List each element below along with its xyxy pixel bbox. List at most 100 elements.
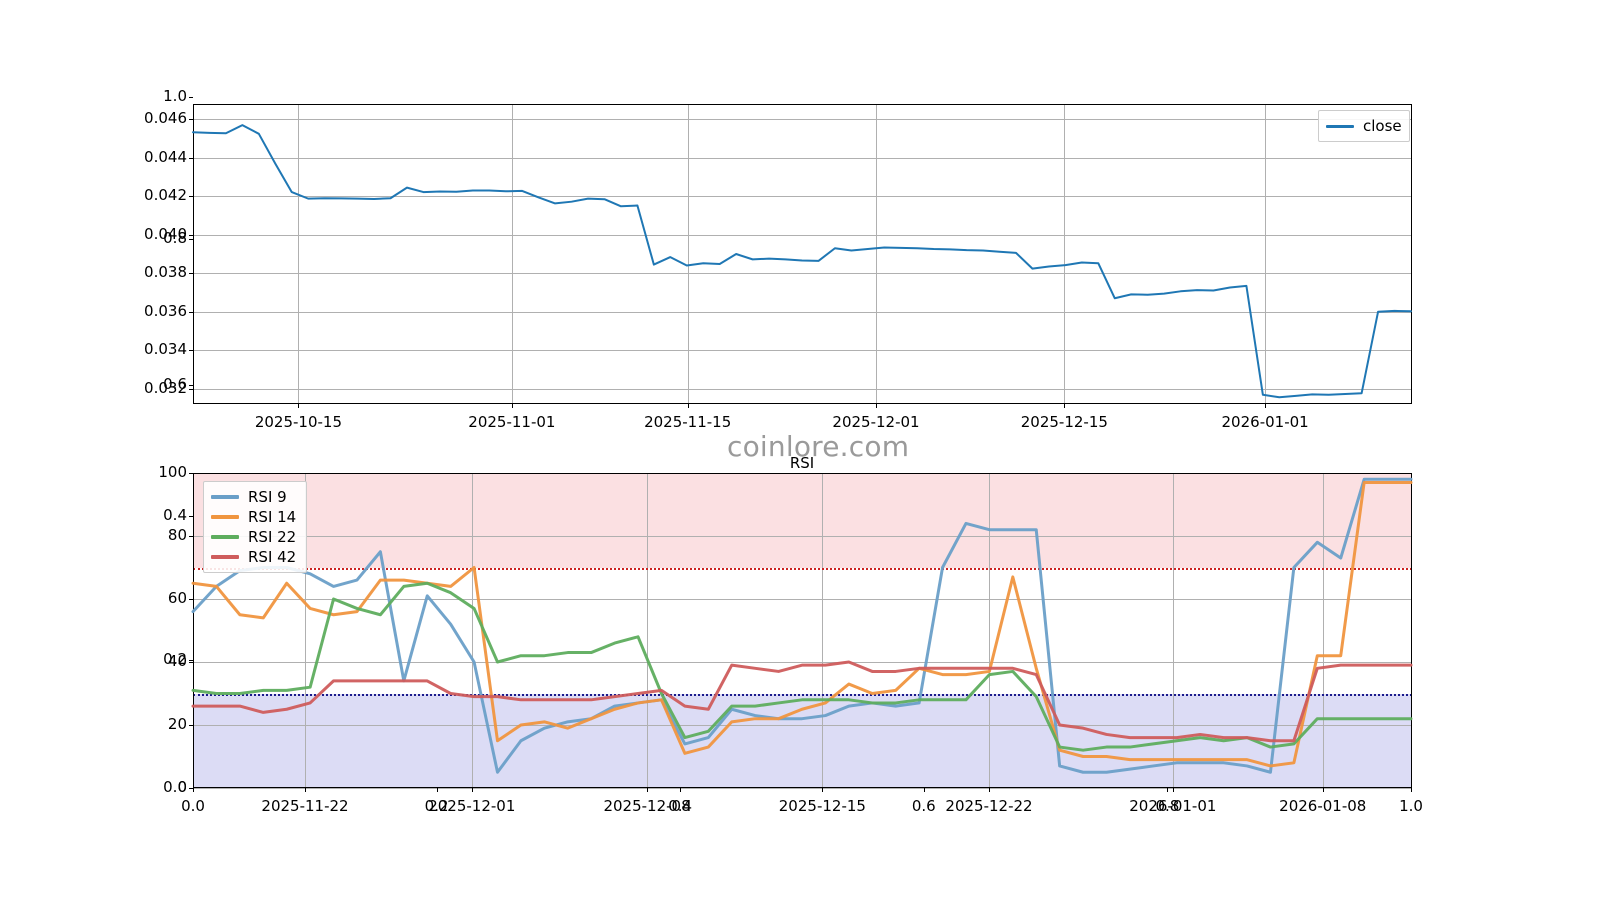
rsi-legend-label: RSI 14: [248, 507, 297, 526]
price-gridline-h: [193, 196, 1412, 198]
price-gridline-v: [512, 104, 513, 404]
rsi-legend-item[interactable]: RSI 9: [211, 487, 298, 507]
coinlore-watermark: coinlore.com: [727, 430, 910, 463]
rsi-gridline-h: [193, 662, 1412, 663]
price-legend-swatch: [1326, 124, 1354, 128]
price-y-overlay-tick-mark: [189, 97, 193, 98]
price-x-tick-label: 2025-10-15: [254, 413, 343, 431]
rsi-y-overlay-label: 0.2: [163, 650, 187, 668]
rsi-line-rsi-14: [191, 480, 1413, 768]
rsi-gridline-v: [305, 473, 306, 788]
rsi-gridline-v: [1173, 473, 1174, 788]
price-y-tick-label: 0.046: [144, 109, 187, 128]
rsi-x-tick-label: 2025-12-01: [428, 797, 516, 815]
price-x-tick-label: 2025-11-15: [644, 413, 732, 431]
rsi-axis-top: [193, 473, 1412, 474]
rsi-gridline-v: [989, 473, 990, 788]
rsi-legend-label: RSI 22: [248, 527, 297, 546]
rsi-x-overlay-label: 1.0: [1399, 797, 1423, 815]
price-y-tick-label: 0.042: [144, 186, 187, 205]
price-y-tick-mark: [189, 234, 193, 236]
rsi-y-overlay-label: 0.0: [163, 778, 187, 796]
price-polyline-close: [192, 124, 1412, 399]
price-chart-panel: 0.032 0.034 0.036 0.038 0.040 0.042 0.044 0.046…: [144, 89, 1412, 431]
price-series-group: [192, 124, 1412, 399]
rsi-x-tick-label: 2025-12-22: [945, 797, 1033, 815]
price-legend[interactable]: close: [1318, 110, 1410, 142]
rsi-x-tick-label: 2026-01-01: [1129, 797, 1217, 815]
rsi-legend-item[interactable]: RSI 22: [211, 527, 298, 547]
rsi-x-overlay-tick-mark: [1411, 788, 1412, 792]
price-gridline-h: [193, 350, 1412, 352]
rsi-y-tick-mark: [189, 725, 193, 726]
rsi-polyline: [191, 581, 1413, 752]
price-legend-item[interactable]: close: [1326, 116, 1402, 136]
rsi-y-tick-mark: [189, 536, 193, 537]
rsi-x-overlay-label: 0.2: [424, 797, 449, 815]
rsi-y-tick-mark: [189, 473, 193, 474]
rsi-x-overlay-label: 0.0: [181, 797, 205, 815]
price-x-tick-mark: [876, 404, 877, 408]
rsi-axis-right: [1411, 473, 1412, 788]
rsi-x-tick-label: 2025-12-08: [603, 797, 691, 815]
rsi-gridline-h: [193, 599, 1412, 600]
rsi-x-tick-mark: [647, 788, 649, 792]
rsi-x-overlay-tick-mark: [436, 788, 438, 792]
price-y-tick-mark: [189, 273, 193, 275]
rsi-y-tick-mark: [189, 599, 193, 600]
rsi-x-overlay-label: 0.6: [911, 797, 936, 815]
price-gridline-v: [876, 104, 877, 404]
price-y-tick-label: 0.038: [144, 263, 187, 282]
price-x-tick-mark: [687, 404, 689, 408]
rsi-legend-item[interactable]: RSI 14: [211, 507, 298, 527]
rsi-y-overlay-tick-mark: [189, 788, 193, 789]
price-y-tick-label: 0.040: [144, 224, 187, 243]
rsi-polyline: [191, 477, 1413, 774]
rsi-y-tick-label: 20: [167, 715, 187, 733]
price-gridline-v: [1265, 104, 1266, 404]
price-y-tick-mark: [189, 196, 193, 198]
rsi-gridline-v: [472, 473, 473, 788]
rsi-y-overlay-tick-mark: [189, 516, 193, 517]
price-legend-label: close: [1363, 116, 1402, 135]
price-y-overlay-label: 0.8: [163, 229, 187, 247]
rsi-x-tick-mark: [989, 788, 990, 792]
rsi-gridline-h: [193, 536, 1412, 537]
price-gridline-v: [1064, 104, 1065, 404]
price-gridline-h: [193, 234, 1412, 236]
price-x-tick-label: 2025-12-15: [1020, 413, 1108, 431]
rsi-line-rsi-9: [191, 477, 1413, 774]
rsi-legend-label: RSI 42: [248, 547, 297, 566]
rsi-overbought-line: [193, 567, 1412, 570]
price-x-tick-label: 2025-11-01: [468, 413, 556, 431]
rsi-legend-swatch: [211, 555, 239, 559]
price-y-tick-mark: [189, 157, 193, 159]
rsi-x-overlay-tick-mark: [680, 788, 682, 792]
rsi-gridline-v: [1323, 473, 1324, 788]
price-axis-right: [1411, 104, 1412, 404]
rsi-legend-item[interactable]: RSI 42: [211, 547, 298, 567]
rsi-y-tick-label: 60: [167, 589, 187, 607]
rsi-oversold-line: [193, 693, 1412, 696]
rsi-legend-swatch: [211, 515, 239, 519]
rsi-y-tick-label: 0: [177, 778, 187, 796]
price-plot-area: [193, 104, 1412, 404]
rsi-legend[interactable]: RSI 9 RSI 14 RSI 22 RSI 42: [203, 481, 307, 573]
price-gridline-h: [193, 273, 1412, 275]
price-y-tick-mark: [189, 311, 193, 313]
rsi-polyline: [191, 480, 1413, 768]
rsi-title: RSI: [789, 454, 815, 472]
rsi-x-tick-mark: [822, 788, 824, 792]
rsi-x-tick-label: 2025-11-22: [261, 797, 349, 815]
rsi-x-tick-mark: [471, 788, 473, 792]
rsi-y-tick-label: 40: [167, 652, 187, 670]
rsi-x-overlay-label: 0.8: [1155, 797, 1180, 815]
price-gridline-v: [688, 104, 689, 404]
price-line-close: [192, 124, 1412, 399]
price-x-tick-mark: [511, 404, 513, 408]
rsi-x-tick-mark: [1322, 788, 1324, 792]
rsi-line-rsi-42: [191, 660, 1413, 743]
rsi-overbought-zone: [193, 473, 1412, 568]
